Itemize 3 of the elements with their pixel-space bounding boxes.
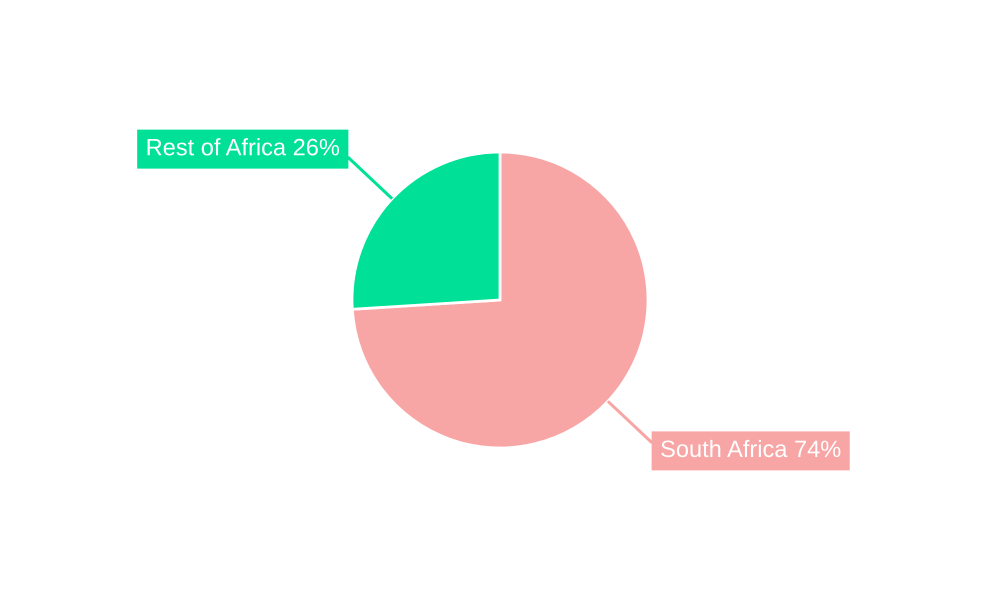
slice-label: Rest of Africa 26% [148, 138, 340, 156]
pie-slice [350, 150, 650, 450]
slice-label: South Africa 74% [661, 440, 840, 458]
